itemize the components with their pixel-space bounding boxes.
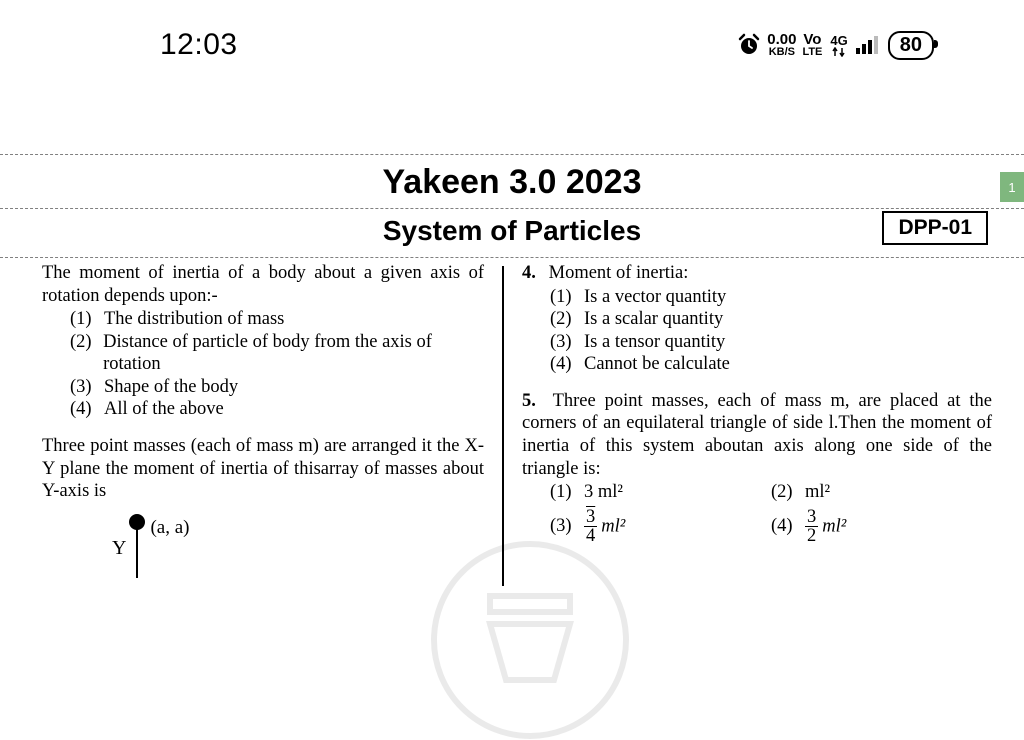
chapter-title: System of Particles	[383, 215, 641, 246]
option-text: Distance of particle of body from the ax…	[103, 331, 484, 376]
question-number: 4.	[522, 262, 544, 285]
network-label: 4G	[830, 34, 847, 47]
question-text: Three point masses, each of mass m, are …	[522, 391, 992, 479]
option-text: Cannot be calculate	[584, 353, 730, 376]
battery-indicator: 80	[888, 31, 934, 60]
q5-option-2[interactable]: (2)ml²	[771, 481, 992, 504]
option-text: All of the above	[104, 398, 224, 421]
phone-status-bar: 12:03 0.00 KB/S Vo LTE 4G 80	[0, 0, 1024, 72]
option-text: 34ml²	[584, 508, 625, 546]
data-rate-indicator: 0.00 KB/S	[767, 32, 796, 58]
document-page: Yakeen 3.0 2023 System of Particles DPP-…	[0, 72, 1024, 586]
option-text: The distribution of mass	[104, 308, 284, 331]
content-columns: The moment of inertia of a body about a …	[0, 258, 1024, 586]
volte-top: Vo	[803, 32, 821, 47]
option-text: Is a vector quantity	[584, 286, 726, 309]
status-right-cluster: 0.00 KB/S Vo LTE 4G 80	[737, 31, 934, 60]
course-title: Yakeen 3.0 2023	[0, 155, 1024, 208]
option-text: Shape of the body	[104, 376, 238, 399]
y-axis-line	[136, 518, 138, 578]
question-text: Moment of inertia:	[549, 263, 689, 283]
option-text: Is a scalar quantity	[584, 308, 723, 331]
option-text: 32ml²	[805, 508, 846, 546]
q5-stem: 5. Three point masses, each of mass m, a…	[522, 390, 992, 480]
data-rate-value: 0.00	[767, 32, 796, 47]
mass-point-icon	[129, 514, 145, 530]
dpp-badge: DPP-01	[882, 211, 988, 245]
q1-options: (1)The distribution of mass (2)Distance …	[42, 308, 484, 421]
signal-strength-icon	[856, 36, 878, 54]
q1-option-1[interactable]: (1)The distribution of mass	[70, 308, 484, 331]
alarm-clock-icon	[737, 33, 761, 57]
q1-option-3[interactable]: (3)Shape of the body	[70, 376, 484, 399]
q1-stem: The moment of inertia of a body about a …	[42, 262, 484, 307]
q2-diagram: Y (a, a)	[42, 504, 484, 578]
q4-option-4[interactable]: (4)Cannot be calculate	[550, 353, 992, 376]
y-axis-label: Y	[112, 536, 126, 560]
volte-indicator: Vo LTE	[802, 32, 822, 58]
right-column: 4. Moment of inertia: (1)Is a vector qua…	[504, 262, 992, 586]
option-text: ml²	[805, 481, 830, 504]
q1-option-4[interactable]: (4)All of the above	[70, 398, 484, 421]
q4-options: (1)Is a vector quantity (2)Is a scalar q…	[522, 286, 992, 376]
q4-option-3[interactable]: (3)Is a tensor quantity	[550, 331, 992, 354]
page-side-tab[interactable]: 1	[1000, 172, 1024, 202]
network-indicator: 4G	[830, 34, 847, 57]
q4-option-1[interactable]: (1)Is a vector quantity	[550, 286, 992, 309]
q1-option-2[interactable]: (2)Distance of particle of body from the…	[70, 331, 484, 376]
updown-arrows-icon	[832, 47, 846, 57]
q5-options: (1)3 ml² (2)ml² (3) 34ml² (4) 32ml²	[522, 481, 992, 550]
option-text: Is a tensor quantity	[584, 331, 725, 354]
q4-stem: 4. Moment of inertia:	[522, 262, 992, 285]
clock-time: 12:03	[160, 28, 238, 62]
data-rate-unit: KB/S	[769, 47, 795, 58]
q5-option-3[interactable]: (3) 34ml²	[550, 508, 771, 546]
volte-bot: LTE	[802, 47, 822, 58]
q2-stem: Three point masses (each of mass m) are …	[42, 435, 484, 503]
q5-option-4[interactable]: (4) 32ml²	[771, 508, 992, 546]
chapter-row: System of Particles DPP-01	[0, 209, 1024, 257]
option-text: 3 ml²	[584, 481, 623, 504]
q5-option-1[interactable]: (1)3 ml²	[550, 481, 771, 504]
q4-option-2[interactable]: (2)Is a scalar quantity	[550, 308, 992, 331]
point-coordinate: (a, a)	[150, 516, 189, 539]
left-column: The moment of inertia of a body about a …	[42, 262, 502, 586]
question-number: 5.	[522, 390, 544, 413]
